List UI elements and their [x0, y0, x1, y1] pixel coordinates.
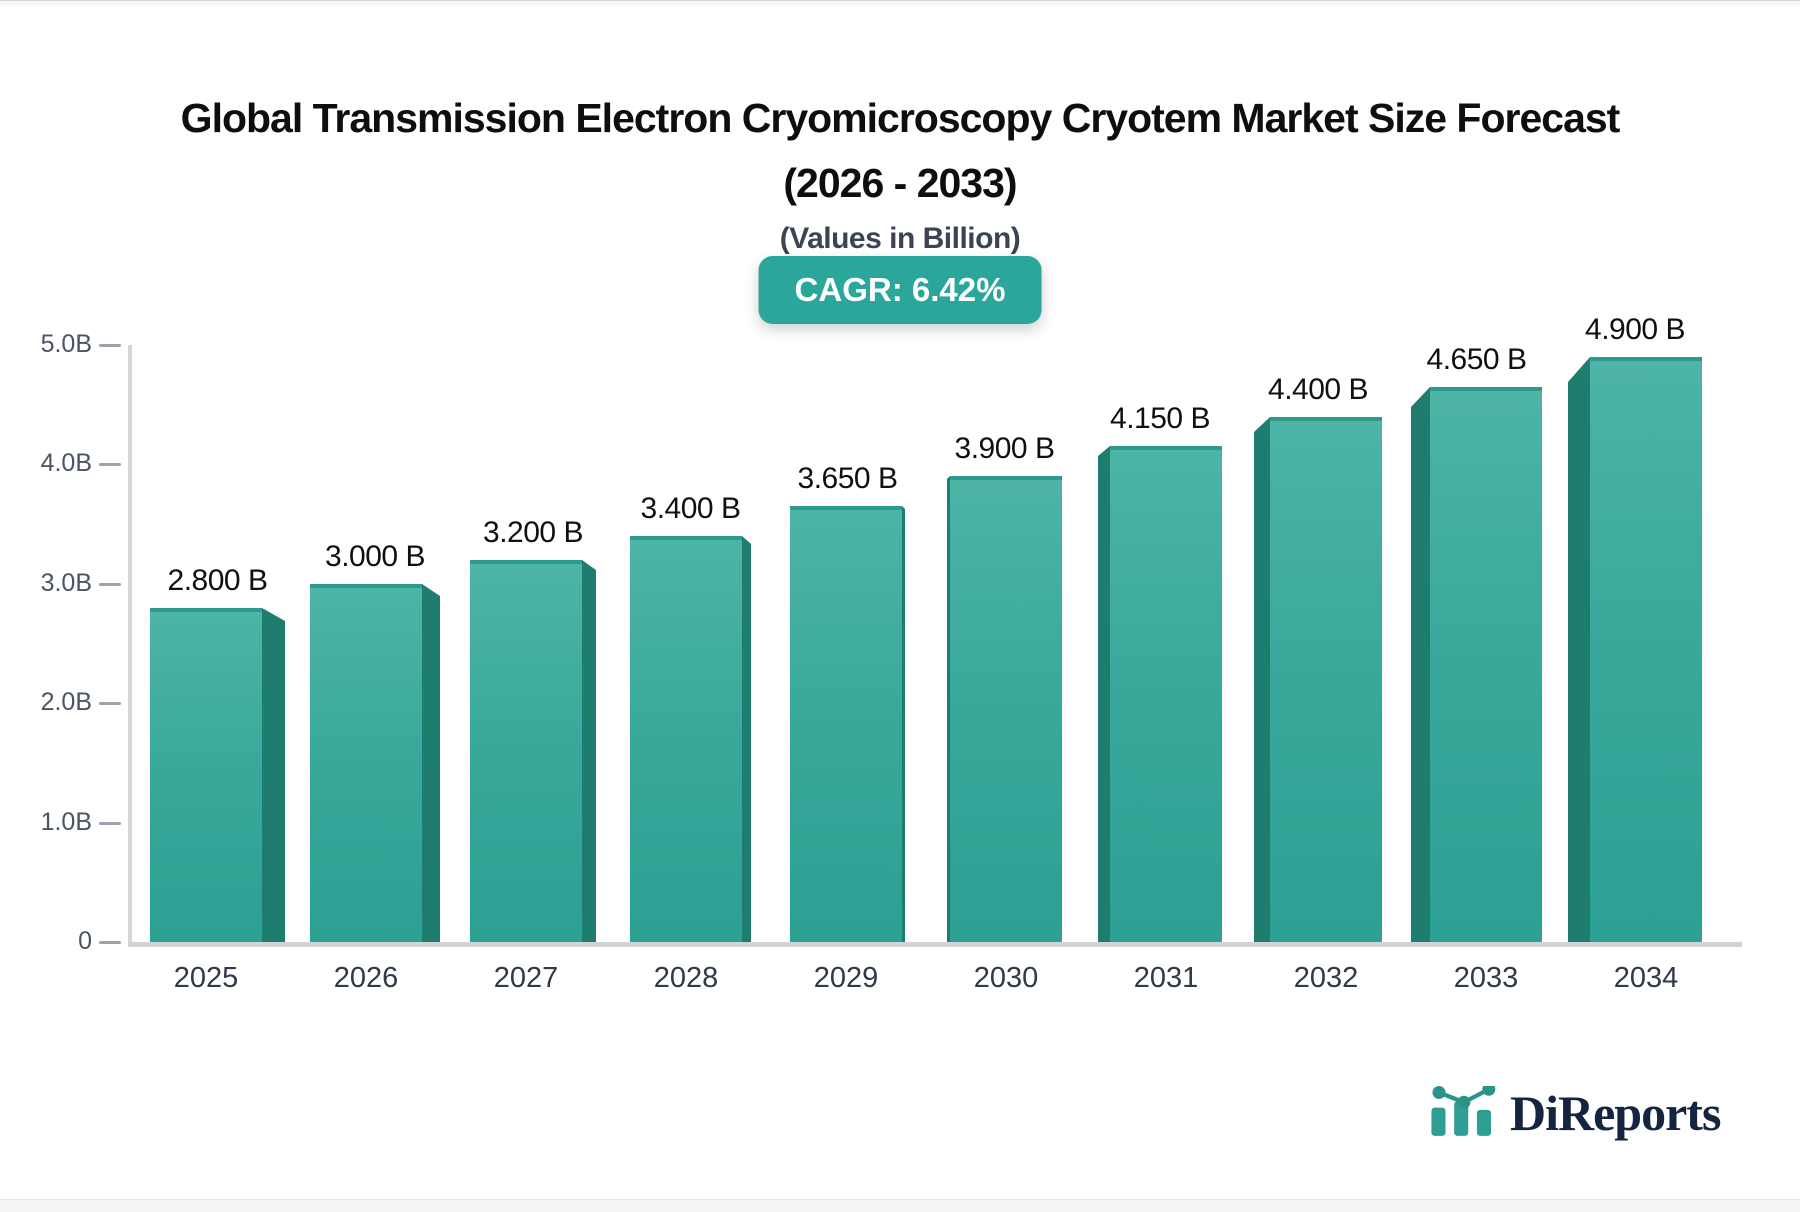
x-tick-label: 2032	[1293, 962, 1359, 994]
bar-side-face	[1568, 357, 1590, 942]
direports-logo-text: DiReports	[1510, 1085, 1721, 1141]
bar-side-face	[582, 560, 596, 942]
bar-side-face	[1098, 446, 1110, 942]
x-tick-label: 2029	[813, 962, 879, 994]
bar-value-label: 3.650 B	[797, 462, 898, 495]
bar	[630, 536, 742, 942]
bar-value-label: 4.150 B	[1110, 402, 1210, 435]
bottom-edge-divider	[0, 1199, 1800, 1212]
bar	[310, 584, 422, 942]
y-tick-dash	[99, 344, 121, 347]
chart-title-line-2: (2026 - 2033)	[783, 160, 1017, 206]
top-edge-divider	[0, 0, 1800, 6]
y-tick-label: 2.0B	[40, 688, 92, 717]
bar-side-face	[1254, 417, 1270, 942]
bar-side-face	[902, 506, 905, 942]
bar	[950, 476, 1062, 942]
x-tick-label: 2025	[173, 962, 239, 994]
bar	[1270, 417, 1382, 942]
bar-value-label: 3.900 B	[954, 432, 1055, 465]
y-tick-dash	[99, 463, 121, 467]
x-tick-label: 2031	[1133, 962, 1199, 994]
bar	[1110, 446, 1222, 942]
chart-title-line-1: Global Transmission Electron Cryomicrosc…	[180, 95, 1621, 141]
cagr-badge: CAGR: 6.42%	[758, 256, 1042, 324]
x-axis-baseline	[128, 942, 1742, 947]
bar-side-face	[742, 536, 751, 942]
bar-value-label: 3.200 B	[483, 516, 583, 549]
y-tick-label: 4.0B	[40, 449, 92, 478]
bar-side-face	[1411, 387, 1430, 942]
bar-value-label: 4.900 B	[1585, 313, 1685, 346]
x-tick-label: 2027	[493, 962, 559, 994]
bar-value-label: 2.800 B	[167, 564, 268, 597]
bar	[470, 560, 582, 942]
direports-logo: DiReports	[1428, 1085, 1721, 1141]
bar	[790, 506, 902, 942]
bar-value-label: 3.000 B	[325, 540, 425, 573]
y-tick-dash	[99, 702, 121, 706]
x-tick-label: 2033	[1453, 962, 1519, 994]
y-tick-label: 3.0B	[40, 568, 92, 597]
bar	[150, 608, 262, 942]
direports-logo-icon	[1431, 1086, 1496, 1136]
y-tick-dash	[99, 582, 121, 586]
bar-value-label: 4.400 B	[1268, 373, 1368, 406]
chart-subtitle: (Values in Billion)	[779, 222, 1021, 255]
x-tick-label: 2028	[653, 962, 719, 994]
x-tick-label: 2034	[1613, 962, 1679, 994]
bar	[1430, 387, 1542, 942]
y-tick-dash	[99, 821, 121, 825]
bar-value-label: 4.650 B	[1426, 343, 1527, 376]
bar-side-face	[262, 608, 285, 942]
y-tick-label: 1.0B	[40, 807, 92, 836]
y-tick-label: 5.0B	[40, 330, 92, 358]
x-tick-label: 2026	[333, 962, 399, 994]
y-axis-line	[128, 345, 132, 946]
y-tick-dash	[99, 941, 121, 944]
bar-value-label: 3.400 B	[640, 492, 741, 525]
y-tick-label: 0	[78, 927, 92, 955]
bar-side-face	[422, 584, 440, 942]
bar-side-face	[947, 476, 950, 942]
x-tick-label: 2030	[973, 962, 1039, 994]
bar	[1590, 357, 1702, 942]
